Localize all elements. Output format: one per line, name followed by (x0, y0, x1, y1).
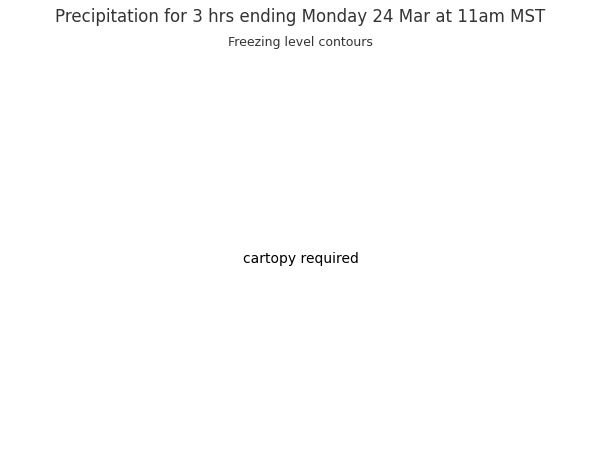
Text: Precipitation for 3 hrs ending Monday 24 Mar at 11am MST: Precipitation for 3 hrs ending Monday 24… (55, 8, 546, 26)
Text: cartopy required: cartopy required (243, 251, 358, 265)
Text: Freezing level contours: Freezing level contours (228, 36, 373, 49)
